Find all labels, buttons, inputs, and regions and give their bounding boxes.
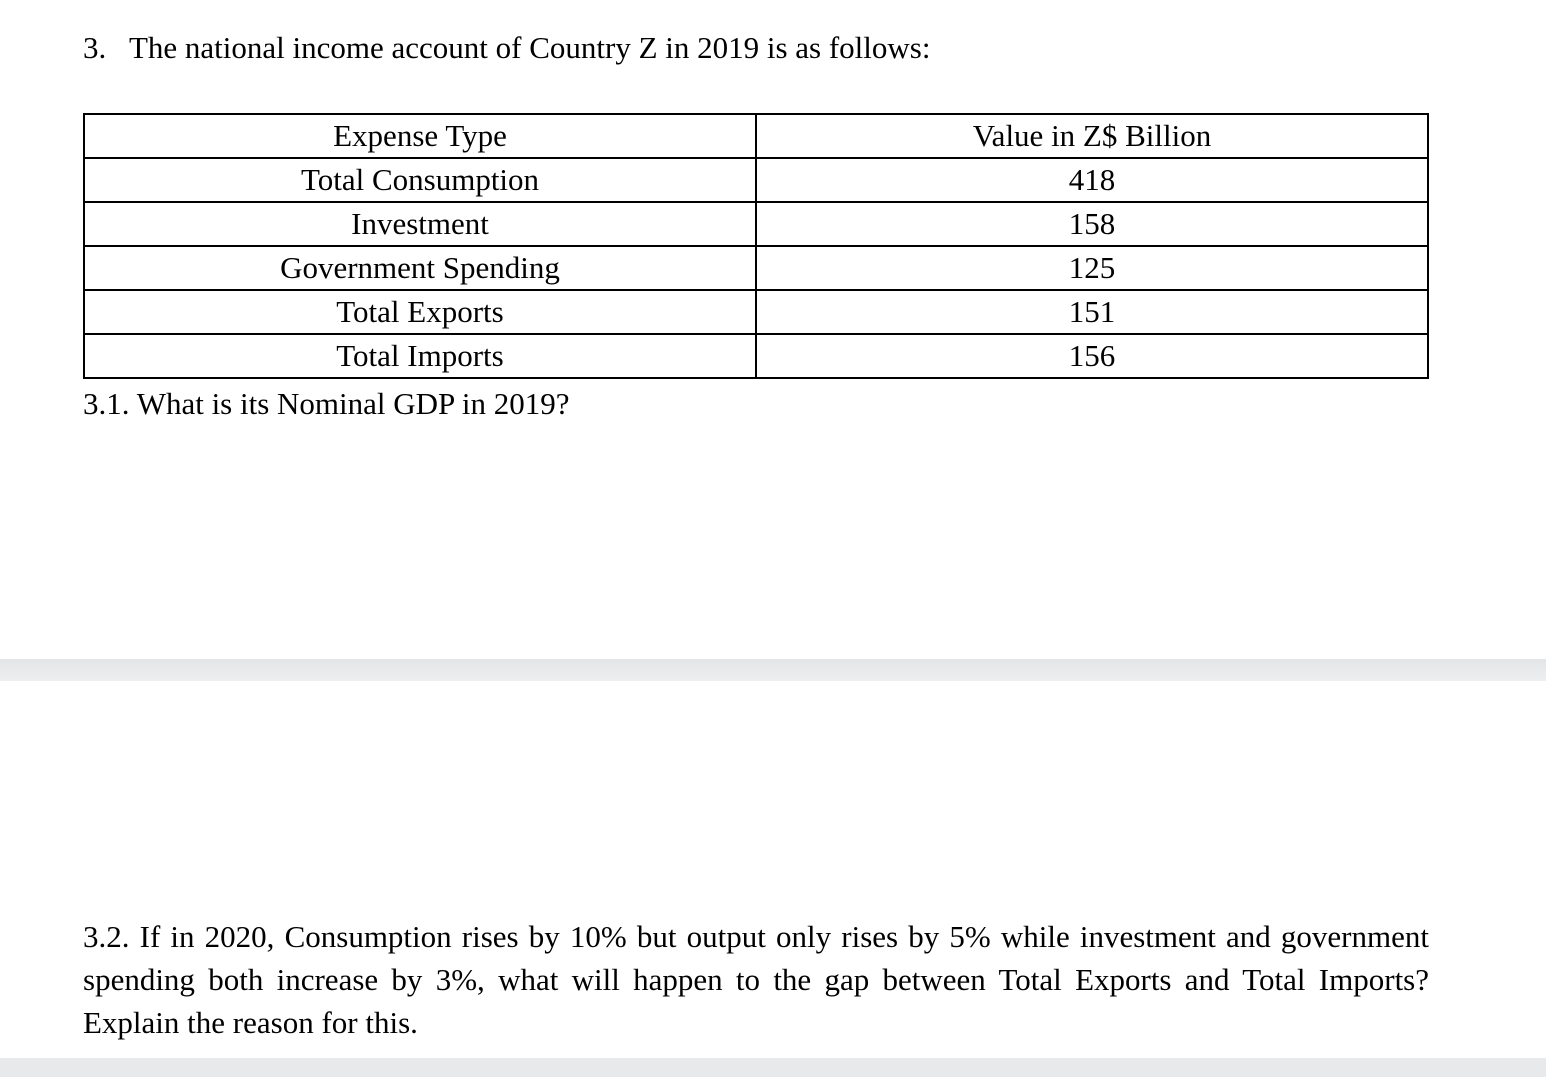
question-3-2: 3.2. If in 2020, Consumption rises by 10… <box>83 919 1429 1040</box>
table-row: Government Spending 125 <box>83 245 1429 291</box>
expense-type-cell: Investment <box>83 201 757 247</box>
page-divider <box>0 659 1546 681</box>
document-page-top: 3. The national income account of Countr… <box>83 30 1429 421</box>
question-3-1: 3.1. What is its Nominal GDP in 2019? <box>83 386 570 421</box>
table-row: Total Consumption 418 <box>83 157 1429 203</box>
table-header-expense-type: Expense Type <box>83 113 757 159</box>
expense-type-cell: Total Consumption <box>83 157 757 203</box>
question-3-intro: 3. The national income account of Countr… <box>83 30 931 65</box>
value-cell: 125 <box>755 245 1429 291</box>
table-row: Total Exports 151 <box>83 289 1429 335</box>
table-row: Total Imports 156 <box>83 333 1429 379</box>
value-cell: 151 <box>755 289 1429 335</box>
value-cell: 418 <box>755 157 1429 203</box>
expense-type-cell: Total Exports <box>83 289 757 335</box>
page-divider <box>0 1058 1546 1077</box>
document-page-bottom: 3.2. If in 2020, Consumption rises by 10… <box>0 681 1546 1058</box>
income-table: Expense Type Value in Z$ Billion Total C… <box>83 113 1429 379</box>
value-cell: 158 <box>755 201 1429 247</box>
expense-type-cell: Government Spending <box>83 245 757 291</box>
table-header-value: Value in Z$ Billion <box>755 113 1429 159</box>
value-cell: 156 <box>755 333 1429 379</box>
expense-type-cell: Total Imports <box>83 333 757 379</box>
table-row: Investment 158 <box>83 201 1429 247</box>
table-header-row: Expense Type Value in Z$ Billion <box>83 113 1429 159</box>
